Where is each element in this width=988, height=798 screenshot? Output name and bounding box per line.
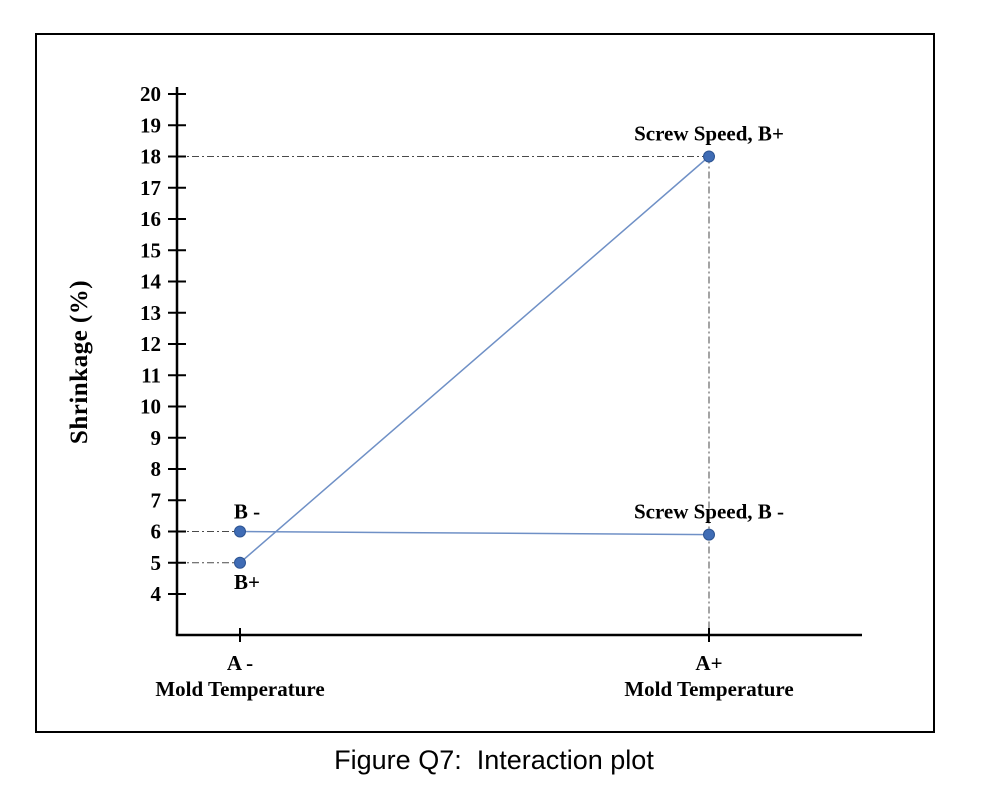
y-tick-label: 9 — [151, 426, 162, 450]
y-tick-label: 16 — [140, 207, 161, 231]
figure-frame: 20 19 18 17 16 15 14 13 12 11 10 9 8 7 6 5 4 A - Mold Temp… — [35, 33, 935, 733]
y-tick-label: 8 — [151, 457, 162, 481]
data-point — [703, 528, 715, 541]
series-line — [239, 530, 710, 536]
x-axis-label: Mold Temperature — [155, 677, 324, 701]
y-tick-label: 13 — [140, 301, 161, 325]
y-tick-label: 6 — [151, 520, 162, 544]
series-line — [239, 155, 710, 564]
y-tick-label: 10 — [140, 395, 161, 419]
x-tick-label: A+ — [695, 651, 722, 675]
series-start-label: B - — [234, 500, 260, 524]
data-point — [703, 150, 715, 163]
y-tick-label: 4 — [151, 582, 162, 606]
data-point — [234, 556, 246, 569]
y-tick-label: 12 — [140, 332, 161, 356]
y-tick-label: 7 — [151, 488, 162, 512]
y-tick-label: 20 — [140, 82, 161, 106]
figure-caption: Figure Q7: Interaction plot — [334, 745, 654, 775]
y-tick-label: 15 — [140, 238, 161, 262]
y-tick-label: 5 — [151, 551, 162, 575]
y-tick-label: 14 — [140, 270, 162, 294]
y-tick-label: 19 — [140, 113, 161, 137]
series-start-label: B+ — [234, 570, 260, 594]
series-name-label: Screw Speed, B - — [634, 500, 784, 524]
y-tick-label: 18 — [140, 145, 161, 169]
y-tick-label: 17 — [140, 176, 161, 200]
data-point — [234, 525, 246, 538]
x-axis-label: Mold Temperature — [624, 677, 793, 701]
y-axis-title: Shrinkage (%) — [66, 280, 93, 444]
series-name-label: Screw Speed, B+ — [634, 122, 784, 146]
y-tick-label: 11 — [141, 363, 161, 387]
x-tick-label: A - — [227, 651, 253, 675]
